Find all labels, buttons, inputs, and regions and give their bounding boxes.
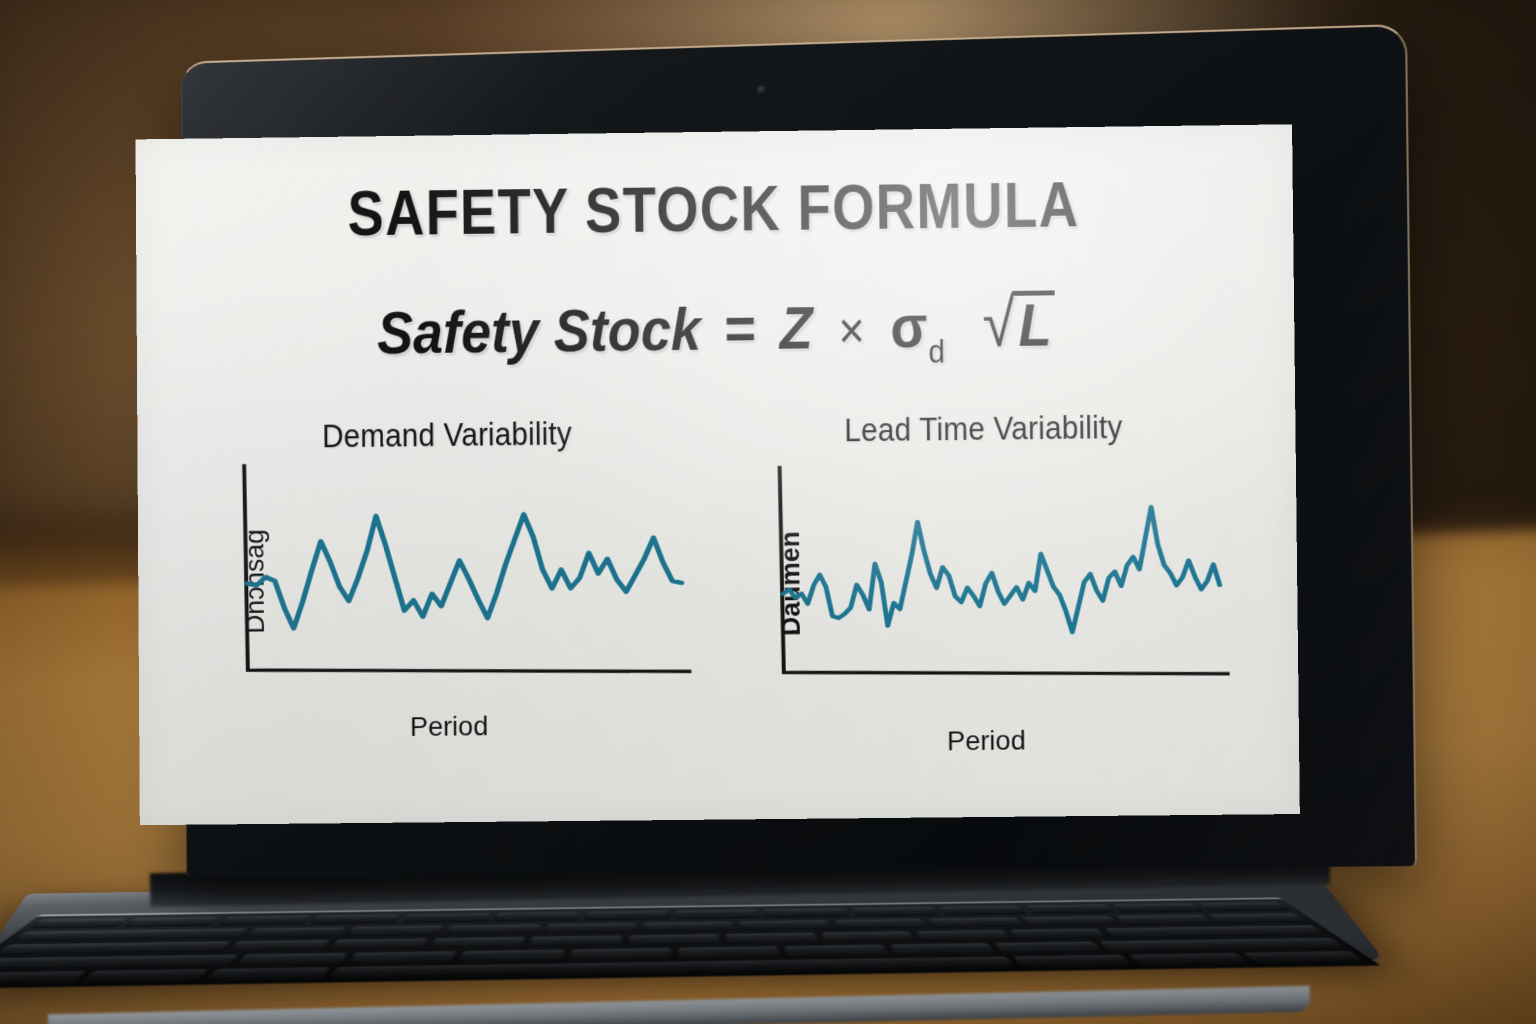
key[interactable] (348, 950, 457, 964)
key[interactable] (1022, 915, 1120, 927)
line-chart-svg (740, 457, 1230, 706)
axes (780, 462, 1228, 678)
key[interactable] (1208, 913, 1309, 924)
formula-z-term: Z (779, 294, 814, 363)
key[interactable] (1025, 904, 1117, 915)
key[interactable] (429, 936, 526, 949)
key[interactable] (851, 906, 940, 917)
chart-pair: Demand Variability Dnɔnsag Period (191, 407, 1244, 765)
plot-area: Dnɔnsag (205, 455, 692, 704)
key[interactable] (236, 952, 349, 966)
key[interactable] (401, 912, 491, 924)
key[interactable] (346, 925, 444, 937)
key[interactable] (763, 907, 850, 919)
key[interactable] (228, 939, 331, 952)
key[interactable] (309, 914, 401, 925)
safety-stock-formula: Safety Stock = Z × σd √L (243, 283, 1188, 380)
key[interactable] (642, 921, 735, 933)
radical-value: L (1018, 291, 1053, 360)
key[interactable] (889, 942, 996, 956)
key[interactable] (915, 929, 1012, 942)
key[interactable] (29, 917, 128, 929)
key[interactable] (544, 922, 637, 934)
formula-left-hand-side: Safety Stock (376, 295, 702, 368)
key[interactable] (123, 916, 220, 928)
key-alt-right[interactable] (1013, 954, 1134, 968)
key[interactable] (585, 910, 670, 921)
chart-title: Lead Time Variability (844, 408, 1123, 449)
key[interactable] (459, 949, 565, 962)
key[interactable] (245, 926, 347, 939)
key[interactable] (1010, 928, 1108, 940)
key[interactable] (939, 905, 1028, 916)
formula-radical: √L (982, 285, 1055, 362)
key-ctrl[interactable] (80, 968, 209, 983)
chart-demand-variability: Demand Variability Dnɔnsag Period (205, 414, 693, 765)
key-tab[interactable] (11, 928, 249, 942)
key[interactable] (569, 947, 672, 961)
formula-multiply-sign: × (838, 302, 866, 360)
key[interactable] (216, 915, 311, 927)
key[interactable] (833, 918, 929, 930)
key[interactable] (1198, 901, 1292, 912)
laptop-base-front-edge (47, 985, 1311, 1024)
x-axis-label: Period (946, 724, 1026, 757)
slide-title: SAFETY STOCK FORMULA (347, 169, 1080, 250)
key[interactable] (628, 933, 721, 946)
key-enter[interactable] (1103, 925, 1327, 939)
key[interactable] (724, 932, 819, 945)
key-alt[interactable] (205, 966, 331, 981)
data-series-line (247, 513, 682, 629)
formula-sigma-term: σ (889, 292, 928, 362)
key-caps[interactable] (0, 941, 232, 956)
radical-overbar (1011, 290, 1055, 296)
laptop-screen[interactable]: SAFETY STOCK FORMULA Safety Stock = Z × … (135, 124, 1300, 826)
radical-symbol-icon: √ (982, 285, 1016, 362)
x-axis-label: Period (409, 710, 489, 742)
key[interactable] (1115, 914, 1215, 926)
key[interactable] (994, 941, 1103, 954)
key[interactable] (675, 909, 761, 920)
plot-area: Daumen (740, 457, 1230, 706)
line-chart-svg (205, 455, 692, 704)
key[interactable] (529, 935, 623, 948)
key[interactable] (493, 911, 581, 923)
key[interactable] (820, 931, 916, 943)
axis-lines (780, 462, 1228, 678)
laptop-lid: SAFETY STOCK FORMULA Safety Stock = Z × … (135, 23, 1417, 878)
data-series-line (782, 506, 1220, 635)
key[interactable] (1243, 950, 1367, 964)
key[interactable] (784, 944, 889, 957)
key-fn[interactable] (0, 970, 87, 985)
key[interactable] (928, 917, 1025, 928)
key[interactable] (738, 919, 832, 931)
key[interactable] (677, 946, 781, 959)
key-shift[interactable] (0, 954, 239, 970)
chart-title: Demand Variability (321, 415, 573, 455)
presentation-slide: SAFETY STOCK FORMULA Safety Stock = Z × … (136, 124, 1300, 825)
webcam-icon (756, 85, 767, 95)
formula-sigma-subscript: d (928, 333, 946, 371)
key-shift-right[interactable] (1098, 937, 1347, 952)
key[interactable] (445, 923, 541, 936)
formula-equals-sign: = (724, 295, 757, 364)
key[interactable] (329, 938, 429, 951)
key[interactable] (1112, 902, 1204, 914)
key[interactable] (1128, 952, 1251, 966)
chart-lead-time-variability: Lead Time Variability Daumen Period (740, 407, 1231, 759)
